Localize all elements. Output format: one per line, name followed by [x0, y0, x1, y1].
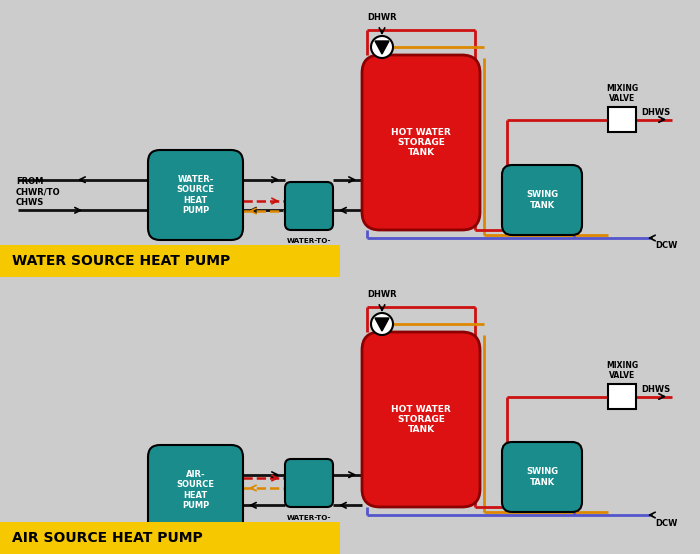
- Bar: [608, 384, 636, 409]
- FancyBboxPatch shape: [285, 182, 333, 230]
- FancyBboxPatch shape: [148, 445, 243, 535]
- Text: MIXING
VALVE: MIXING VALVE: [606, 84, 638, 103]
- Text: DHWS: DHWS: [641, 108, 670, 117]
- Circle shape: [371, 313, 393, 335]
- Text: MIXING
VALVE: MIXING VALVE: [606, 361, 638, 380]
- Text: (OUTDOORS): (OUTDOORS): [168, 249, 223, 259]
- FancyBboxPatch shape: [502, 442, 582, 512]
- Bar: [608, 107, 636, 132]
- Polygon shape: [375, 318, 389, 331]
- Text: WATER SOURCE HEAT PUMP: WATER SOURCE HEAT PUMP: [12, 254, 230, 268]
- Text: AIR-
SOURCE
HEAT
PUMP: AIR- SOURCE HEAT PUMP: [176, 470, 214, 510]
- Text: SWING
TANK: SWING TANK: [526, 191, 558, 210]
- FancyBboxPatch shape: [148, 150, 243, 240]
- Text: SWING
TANK: SWING TANK: [526, 468, 558, 487]
- Text: FROM
CHWR/TO
CHWS: FROM CHWR/TO CHWS: [16, 177, 61, 207]
- Text: DCW: DCW: [655, 242, 678, 250]
- FancyBboxPatch shape: [362, 55, 480, 230]
- Text: DCW: DCW: [655, 519, 678, 527]
- Text: AIR SOURCE HEAT PUMP: AIR SOURCE HEAT PUMP: [12, 531, 203, 545]
- Text: WATER-TO-
WATER HEAT
EXCHANGER: WATER-TO- WATER HEAT EXCHANGER: [283, 515, 335, 535]
- Bar: [0, 522, 340, 554]
- FancyBboxPatch shape: [502, 165, 582, 235]
- Text: DHWR: DHWR: [368, 13, 397, 22]
- Text: HOT WATER
STORAGE
TANK: HOT WATER STORAGE TANK: [391, 404, 451, 434]
- Polygon shape: [375, 41, 389, 54]
- Circle shape: [371, 36, 393, 58]
- Text: DHWS: DHWS: [641, 385, 670, 394]
- FancyBboxPatch shape: [362, 332, 480, 507]
- Text: (OUTDOORS): (OUTDOORS): [168, 545, 223, 553]
- Text: DHWR: DHWR: [368, 290, 397, 299]
- Text: HOT WATER
STORAGE
TANK: HOT WATER STORAGE TANK: [391, 127, 451, 157]
- FancyBboxPatch shape: [285, 459, 333, 507]
- Text: WATER-
SOURCE
HEAT
PUMP: WATER- SOURCE HEAT PUMP: [176, 175, 214, 215]
- Text: WATER-TO-
WATER HEAT
EXCHANGER: WATER-TO- WATER HEAT EXCHANGER: [283, 238, 335, 258]
- Bar: [0, 245, 340, 277]
